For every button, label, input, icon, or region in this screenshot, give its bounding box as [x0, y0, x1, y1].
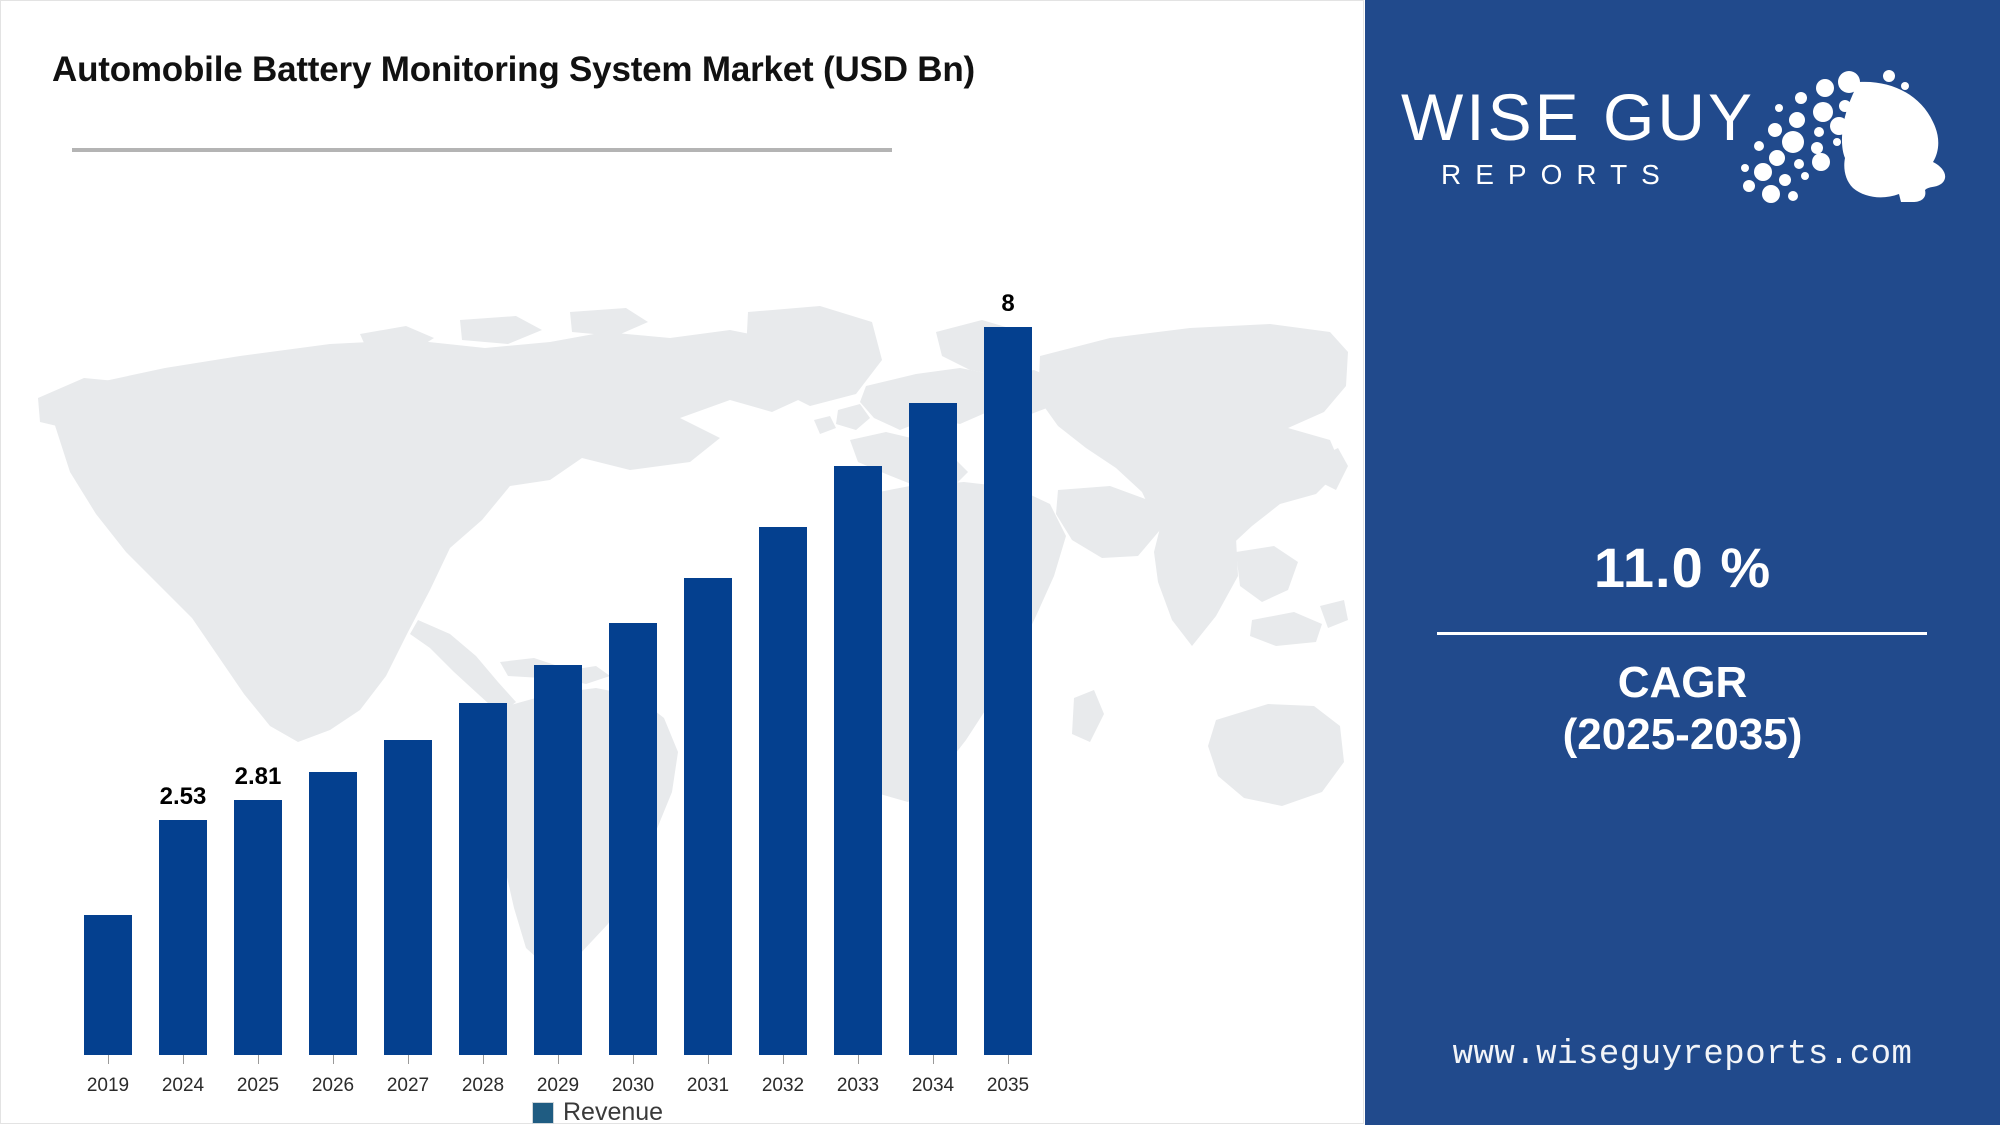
bar-2032[interactable]	[759, 527, 807, 1055]
bar-2031[interactable]	[684, 578, 732, 1055]
xlabel-2032: 2032	[761, 1075, 805, 1096]
bar-2027[interactable]	[384, 740, 432, 1055]
chart-title: Automobile Battery Monitoring System Mar…	[52, 50, 976, 89]
xlabel-2029: 2029	[536, 1075, 580, 1096]
tick-2024	[183, 1055, 184, 1064]
chart-legend[interactable]: Revenue	[532, 1098, 663, 1125]
xlabel-2026: 2026	[311, 1075, 355, 1096]
cagr-value: 11.0 %	[1593, 536, 1772, 599]
cagr-label-line1: CAGR	[1617, 658, 1748, 707]
bar-2033[interactable]	[834, 466, 882, 1055]
tick-2032	[783, 1055, 784, 1064]
tick-2030	[633, 1055, 634, 1064]
website-url[interactable]: www.wiseguyreports.com	[1452, 1036, 1913, 1074]
bar-value-2025: 2.81	[234, 763, 282, 790]
bar-2035[interactable]	[984, 327, 1032, 1055]
xlabel-2031: 2031	[686, 1075, 730, 1096]
xlabel-2034: 2034	[911, 1075, 955, 1096]
plot-area: 2019 2.53 2024 2.81 2025 2026 2027 2028	[84, 290, 1032, 1125]
xlabel-2027: 2027	[386, 1075, 430, 1096]
bar-value-2035: 8	[1001, 290, 1015, 317]
cagr-divider	[1437, 632, 1927, 635]
bar-2034[interactable]	[909, 403, 957, 1055]
tick-2019	[108, 1055, 109, 1064]
wiseguy-reports-logo: WISE GUY REPORTS	[1393, 68, 1973, 208]
chart-panel: Automobile Battery Monitoring System Mar…	[0, 0, 1365, 1125]
tick-2027	[408, 1055, 409, 1064]
xlabel-2030: 2030	[611, 1075, 655, 1096]
svg-text:REPORTS: REPORTS	[1441, 159, 1674, 190]
tick-2028	[483, 1055, 484, 1064]
svg-text:WISE GUY: WISE GUY	[1401, 80, 1755, 154]
title-divider	[72, 148, 892, 152]
dotted-head-profile-icon	[1741, 70, 1946, 203]
bar-value-2024: 2.53	[159, 783, 207, 810]
xlabel-2025: 2025	[236, 1075, 280, 1096]
xlabel-2028: 2028	[461, 1075, 505, 1096]
bar-2026[interactable]	[309, 772, 357, 1055]
tick-2029	[558, 1055, 559, 1064]
bar-2030[interactable]	[609, 623, 657, 1055]
cagr-label-line2: (2025-2035)	[1562, 710, 1803, 759]
tick-2026	[333, 1055, 334, 1064]
bar-2025[interactable]	[234, 800, 282, 1055]
legend-label-revenue: Revenue	[563, 1098, 664, 1125]
bar-2028[interactable]	[459, 703, 507, 1055]
bar-2024[interactable]	[159, 820, 207, 1055]
xlabel-2035: 2035	[986, 1075, 1030, 1096]
tick-2035	[1008, 1055, 1009, 1064]
brand-sidebar: WISE GUY REPORTS	[1365, 0, 2000, 1125]
legend-swatch-revenue	[532, 1101, 554, 1124]
tick-2033	[858, 1055, 859, 1064]
xlabel-2033: 2033	[836, 1075, 880, 1096]
xlabel-2019: 2019	[86, 1075, 130, 1096]
tick-2031	[708, 1055, 709, 1064]
xlabel-2024: 2024	[161, 1075, 205, 1096]
bar-2019[interactable]	[84, 915, 132, 1055]
tick-2025	[258, 1055, 259, 1064]
tick-2034	[933, 1055, 934, 1064]
bar-2029[interactable]	[534, 665, 582, 1055]
